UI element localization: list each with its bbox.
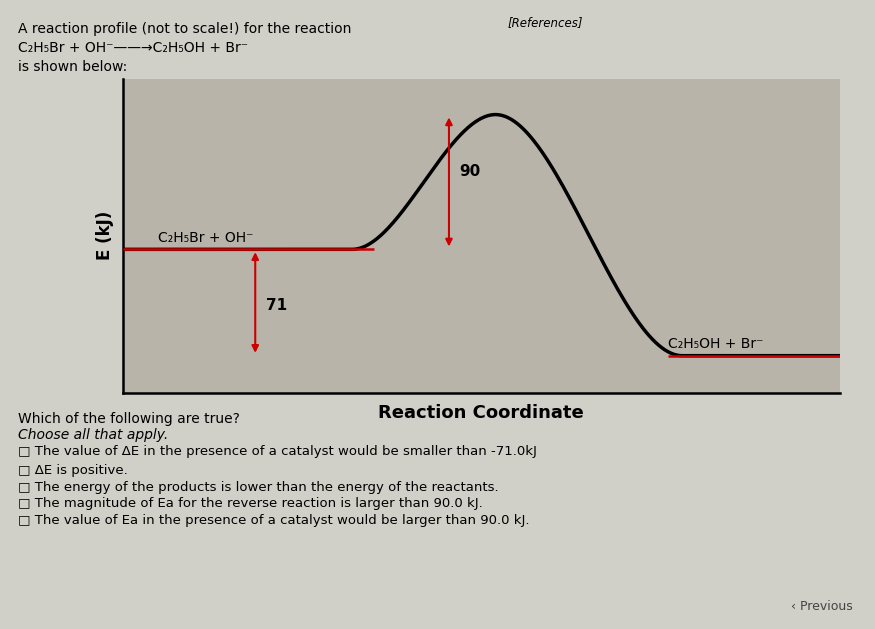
Text: □ The value of ΔE in the presence of a catalyst would be smaller than -71.0kJ: □ The value of ΔE in the presence of a c… [18, 445, 536, 459]
Text: Which of the following are true?: Which of the following are true? [18, 412, 240, 426]
Text: 90: 90 [459, 164, 481, 179]
Text: [References]: [References] [507, 16, 583, 29]
Text: C₂H₅OH + Br⁻: C₂H₅OH + Br⁻ [668, 337, 763, 351]
Text: C₂H₅Br + OH⁻: C₂H₅Br + OH⁻ [158, 231, 254, 245]
Text: A reaction profile (not to scale!) for the reaction: A reaction profile (not to scale!) for t… [18, 22, 351, 36]
Text: Choose all that apply.: Choose all that apply. [18, 428, 168, 442]
Y-axis label: E (kJ): E (kJ) [96, 211, 114, 260]
Text: □ The energy of the products is lower than the energy of the reactants.: □ The energy of the products is lower th… [18, 481, 498, 494]
Text: □ The value of Ea in the presence of a catalyst would be larger than 90.0 kJ.: □ The value of Ea in the presence of a c… [18, 514, 529, 527]
Text: is shown below:: is shown below: [18, 60, 127, 74]
Text: C₂H₅Br + OH⁻——→C₂H₅OH + Br⁻: C₂H₅Br + OH⁻——→C₂H₅OH + Br⁻ [18, 41, 248, 55]
Text: 71: 71 [266, 298, 287, 313]
Text: □ ΔE is positive.: □ ΔE is positive. [18, 464, 127, 477]
X-axis label: Reaction Coordinate: Reaction Coordinate [378, 404, 584, 422]
Text: □ The magnitude of Ea for the reverse reaction is larger than 90.0 kJ.: □ The magnitude of Ea for the reverse re… [18, 497, 482, 510]
Text: ‹ Previous: ‹ Previous [791, 600, 853, 613]
